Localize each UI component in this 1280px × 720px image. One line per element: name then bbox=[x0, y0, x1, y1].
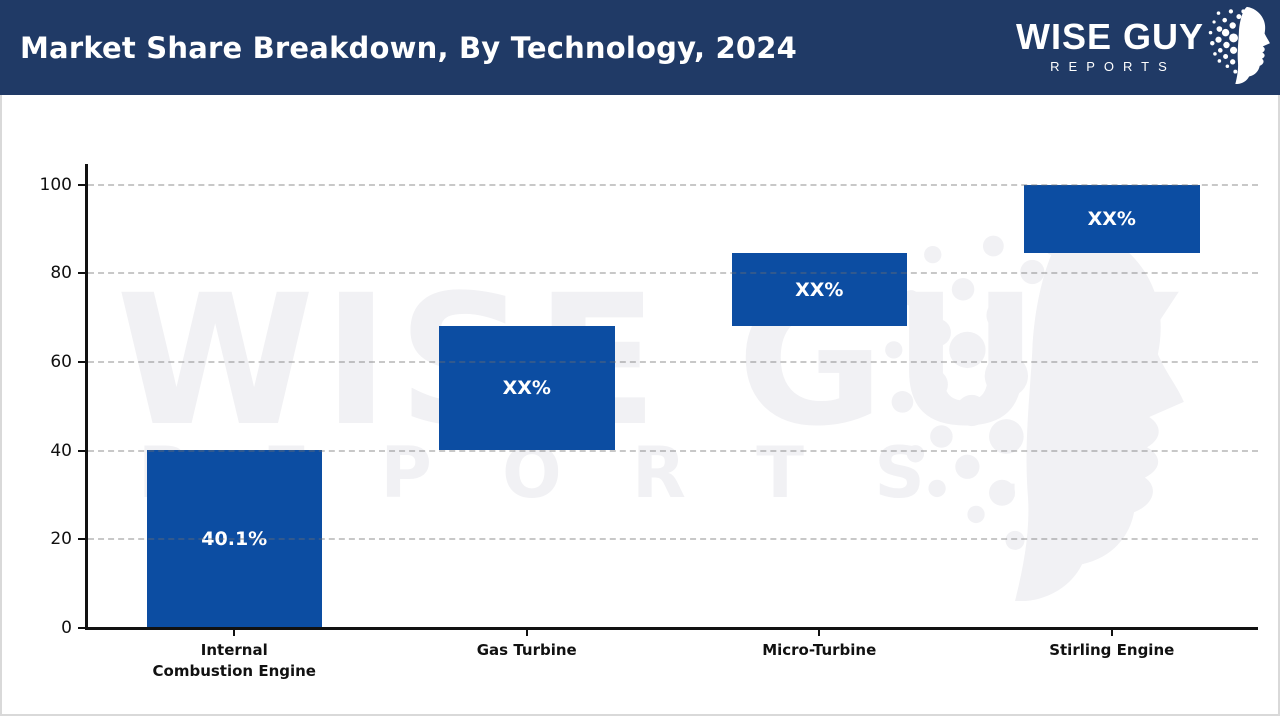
gridline-100 bbox=[88, 183, 1258, 186]
x-tickmark bbox=[525, 628, 528, 636]
bar-value-label: XX% bbox=[502, 377, 551, 400]
wiseguy-head-icon bbox=[1208, 6, 1270, 84]
y-tickmark bbox=[78, 183, 88, 186]
y-axis-line bbox=[85, 164, 88, 628]
y-tickmark bbox=[78, 538, 88, 541]
gridline-20 bbox=[88, 538, 1258, 541]
wiseguy-logo: WISE GUY REPORTS bbox=[1016, 6, 1270, 84]
gridline-80 bbox=[88, 272, 1258, 275]
watermark-head-icon bbox=[885, 224, 1184, 601]
wiseguy-logo-text: WISE GUY REPORTS bbox=[1015, 15, 1204, 74]
y-tickmark bbox=[78, 627, 88, 629]
bar-gas-turbine: XX% bbox=[439, 326, 615, 451]
x-category-label: Stirling Engine bbox=[1049, 641, 1175, 659]
header-banner: Market Share Breakdown, By Technology, 2… bbox=[0, 0, 1280, 95]
page-title: Market Share Breakdown, By Technology, 2… bbox=[20, 30, 798, 65]
y-tick-label: 20 bbox=[50, 529, 72, 550]
x-tickmark bbox=[1110, 628, 1113, 636]
x-tickmark bbox=[233, 628, 236, 636]
x-tickmark bbox=[818, 628, 821, 636]
bar-value-label: XX% bbox=[795, 278, 844, 301]
x-category-label: Gas Turbine bbox=[476, 641, 577, 659]
y-tickmark bbox=[78, 449, 88, 452]
bar-value-label: XX% bbox=[1087, 207, 1136, 230]
wiseguy-logo-line1: WISE GUY bbox=[1015, 15, 1204, 57]
bar-internal-combustion-engine: 40.1% bbox=[146, 450, 322, 628]
y-tickmark bbox=[78, 272, 88, 275]
gridline-60 bbox=[88, 360, 1258, 363]
y-tick-label: 60 bbox=[50, 351, 72, 372]
bar-value-label: 40.1% bbox=[201, 528, 268, 551]
x-category-label: Internal Combustion Engine bbox=[152, 641, 316, 680]
x-axis-line bbox=[85, 627, 1258, 630]
bar-stirling-engine: XX% bbox=[1024, 184, 1200, 254]
x-category-label: Micro-Turbine bbox=[762, 641, 877, 659]
y-tick-label: 80 bbox=[50, 263, 72, 284]
y-tick-label: 100 bbox=[39, 174, 72, 195]
y-tickmark bbox=[78, 360, 88, 363]
y-tick-label: 40 bbox=[50, 440, 72, 461]
gridline-40 bbox=[88, 449, 1258, 452]
wiseguy-logo-line2: REPORTS bbox=[1050, 58, 1176, 74]
bar-micro-turbine: XX% bbox=[731, 253, 907, 327]
y-tick-label: 0 bbox=[61, 618, 72, 638]
